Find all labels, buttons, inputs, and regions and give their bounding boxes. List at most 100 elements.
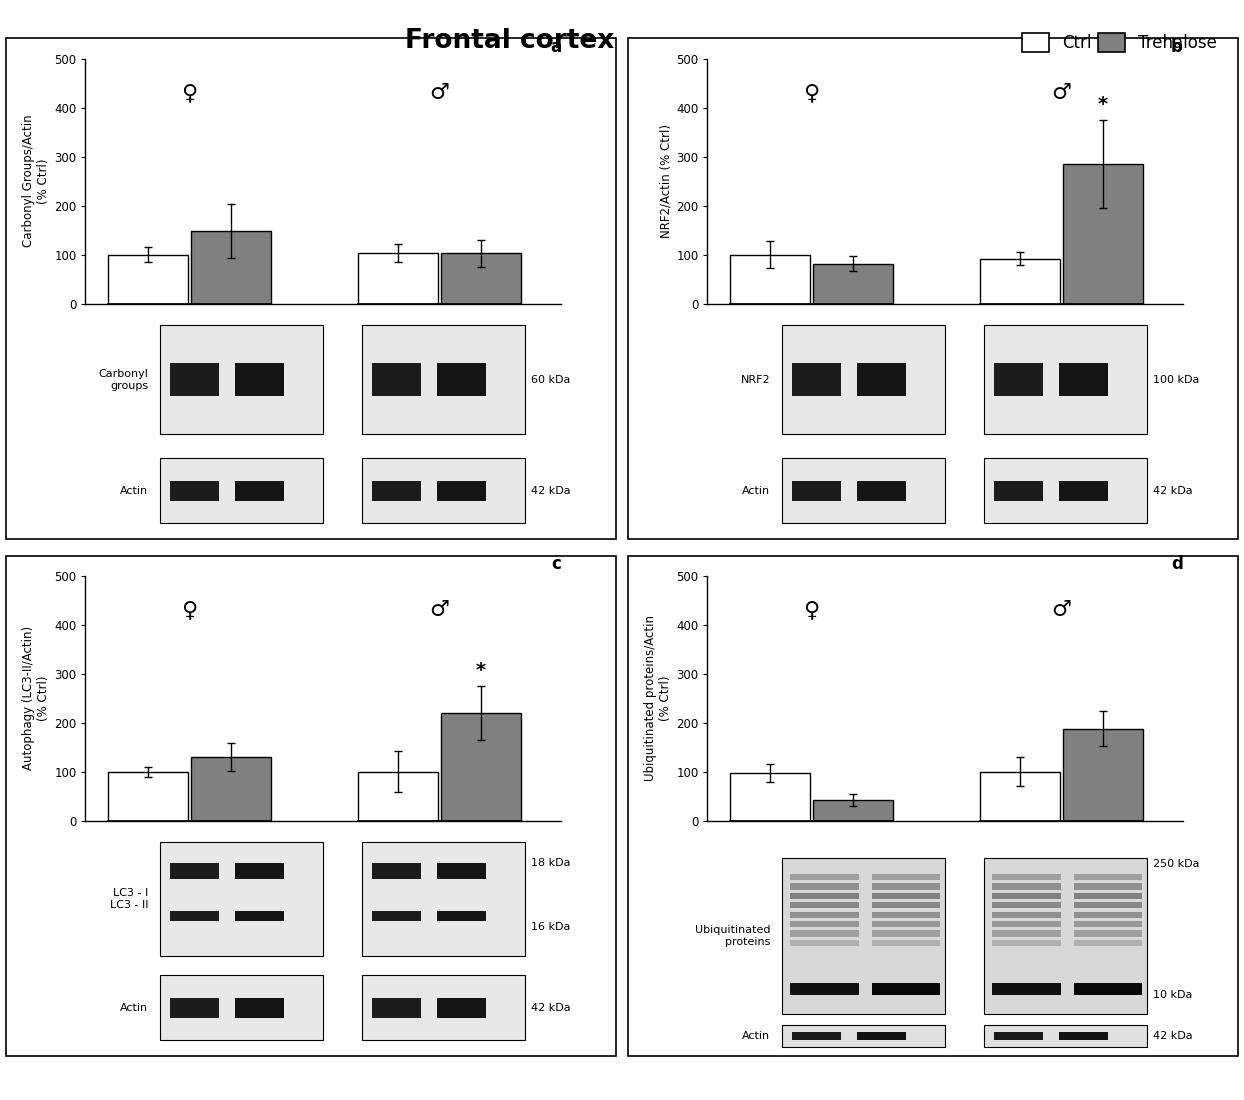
Y-axis label: Autophagy (LC3-II/Actin)
(% Ctrl): Autophagy (LC3-II/Actin) (% Ctrl) [22,626,50,770]
Text: ♂: ♂ [1051,82,1071,103]
Text: Actin: Actin [119,486,148,496]
Text: Actin: Actin [119,1003,148,1013]
Bar [160,975,323,1041]
Bar [790,931,858,937]
Bar [994,363,1042,396]
Bar [358,772,438,821]
Bar [372,998,420,1018]
Text: Actin: Actin [741,1031,770,1041]
Bar [993,931,1061,937]
Bar [730,773,810,821]
Text: 42 kDa: 42 kDa [1153,1031,1193,1041]
Bar [872,893,940,899]
Bar [440,713,521,821]
Text: 42 kDa: 42 kDa [1153,486,1193,496]
Bar [790,902,858,909]
Bar [1062,164,1143,304]
Bar [1074,931,1142,937]
Bar [857,1032,906,1041]
Bar [872,939,940,946]
Bar [190,231,271,304]
Bar [108,255,188,304]
Bar [1074,874,1142,880]
Bar [190,757,271,821]
Text: 42 kDa: 42 kDa [531,486,571,496]
Bar [994,1032,1042,1041]
Bar [984,326,1147,434]
Bar [235,363,284,396]
Text: ♀: ♀ [804,600,820,620]
Text: 10 kDa: 10 kDa [1153,990,1193,1001]
Bar [440,253,521,304]
Text: *: * [475,661,486,680]
Text: ♀: ♀ [804,82,820,103]
Text: NRF2: NRF2 [740,375,770,385]
Bar [1074,983,1142,996]
Bar [872,983,940,996]
Bar [993,893,1061,899]
Bar [170,363,219,396]
Bar [437,363,486,396]
Bar [790,874,858,880]
Bar [372,862,420,879]
Bar [790,893,858,899]
Bar [160,326,323,434]
Bar [993,912,1061,917]
Text: d: d [1171,556,1183,573]
Bar [1062,728,1143,821]
Bar [872,902,940,909]
Bar [1074,893,1142,899]
Bar [812,264,893,304]
Bar [170,481,219,500]
Text: ♂: ♂ [1051,600,1071,620]
Bar [984,1025,1147,1047]
Bar [984,858,1147,1014]
Bar [372,363,420,396]
Bar [993,883,1061,890]
Bar [782,858,945,1014]
Text: c: c [551,556,561,573]
Bar [790,883,858,890]
Text: Frontal cortex: Frontal cortex [406,28,615,54]
Bar [235,862,284,879]
Text: ♂: ♂ [429,600,449,620]
Bar [235,998,284,1018]
Bar [857,481,906,500]
Text: 60 kDa: 60 kDa [531,375,571,385]
Bar [993,921,1061,927]
Bar [362,843,525,956]
Bar [235,911,284,921]
Bar [170,998,219,1018]
Bar [437,911,486,921]
Text: 16 kDa: 16 kDa [531,922,571,932]
Text: ♀: ♀ [182,600,198,620]
Text: 250 kDa: 250 kDa [1153,859,1199,869]
Bar [993,902,1061,909]
Bar [160,843,323,956]
Bar [993,939,1061,946]
Text: ♀: ♀ [182,82,198,103]
Y-axis label: Carbonyl Groups/Actin
(% Ctrl): Carbonyl Groups/Actin (% Ctrl) [22,114,50,248]
Bar [1059,481,1108,500]
Bar [980,772,1060,821]
Bar [792,1032,841,1041]
Bar [782,458,945,524]
Bar [160,458,323,524]
Text: LC3 - I
LC3 - II: LC3 - I LC3 - II [109,888,148,910]
Bar [790,939,858,946]
Bar [1074,902,1142,909]
Bar [782,326,945,434]
Bar [812,800,893,821]
Bar [108,772,188,821]
Text: 18 kDa: 18 kDa [531,858,571,868]
Bar [437,862,486,879]
Bar [872,874,940,880]
Bar [872,912,940,917]
Text: b: b [1171,39,1183,56]
Text: a: a [550,39,561,56]
Text: ♂: ♂ [429,82,449,103]
Bar [1059,363,1108,396]
Bar [1074,939,1142,946]
Bar [792,363,841,396]
Bar [782,1025,945,1047]
